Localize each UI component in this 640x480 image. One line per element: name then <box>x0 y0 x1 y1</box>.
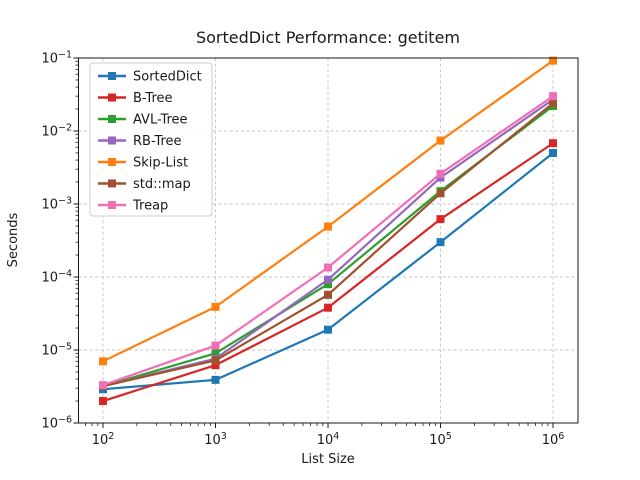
x-tick-label: 106 <box>542 431 565 448</box>
series-marker-skip-list <box>99 357 107 366</box>
series-marker-avl-tree <box>324 280 332 289</box>
legend-marker-skip-list <box>108 158 116 166</box>
series-marker-std-map <box>549 99 557 108</box>
legend-label-b-tree: B-Tree <box>133 91 173 106</box>
legend-marker-std-map <box>108 179 116 188</box>
series-marker-sorteddict <box>211 375 220 384</box>
y-axis-label: Seconds <box>6 212 21 267</box>
legend-marker-rb-tree <box>108 136 116 145</box>
series-marker-sorteddict <box>549 148 557 157</box>
series-marker-skip-list <box>211 302 220 311</box>
series-marker-skip-list <box>436 136 445 145</box>
legend-item-b-tree: B-Tree <box>98 91 173 106</box>
y-tick-label: 10−6 <box>41 415 72 432</box>
series-marker-std-map <box>436 189 445 198</box>
y-tick-label: 10−3 <box>41 196 72 213</box>
series-marker-std-map <box>211 356 220 365</box>
y-tick-label: 10−2 <box>41 123 72 140</box>
legend-label-std-map: std::map <box>133 177 191 192</box>
series-marker-avl-tree <box>211 349 220 358</box>
legend-marker-treap <box>108 201 116 209</box>
x-tick-label: 104 <box>317 431 340 448</box>
legend-marker-avl-tree <box>108 115 116 123</box>
series-marker-sorteddict <box>324 325 332 334</box>
series-marker-skip-list <box>324 222 332 231</box>
series-marker-b-tree <box>211 361 220 370</box>
series-lines <box>99 56 557 406</box>
series-marker-b-tree <box>436 215 445 224</box>
legend-item-rb-tree: RB-Tree <box>98 134 182 149</box>
legend-label-rb-tree: RB-Tree <box>133 134 182 149</box>
legend-label-skip-list: Skip-List <box>133 156 188 171</box>
chart-title: SortedDict Performance: getitem <box>196 28 460 47</box>
legend-item-skip-list: Skip-List <box>98 156 188 171</box>
series-marker-sorteddict <box>436 238 445 247</box>
series-marker-treap <box>211 341 220 350</box>
series-marker-treap <box>436 169 445 178</box>
y-tick-label: 10−5 <box>41 342 72 359</box>
tick-labels: 102 103 104 105 106 10−1 10−2 10−3 10−4 10−5 10−6 <box>41 50 564 449</box>
y-tick-label: 10−1 <box>41 50 72 67</box>
series-marker-b-tree <box>324 303 332 312</box>
series-marker-treap <box>549 92 557 101</box>
series-marker-b-tree <box>99 397 107 406</box>
series-marker-treap <box>99 381 107 390</box>
series-marker-std-map <box>324 290 332 299</box>
legend-marker-b-tree <box>108 93 116 102</box>
x-axis-label: List Size <box>301 452 355 467</box>
series-marker-treap <box>324 263 332 272</box>
series-marker-skip-list <box>549 56 557 65</box>
legend-item-avl-tree: AVL-Tree <box>98 113 188 128</box>
legend-label-treap: Treap <box>132 199 168 214</box>
axes <box>73 57 579 428</box>
legend-label-sorteddict: SortedDict <box>133 70 202 85</box>
legend-item-sorteddict: SortedDict <box>98 70 202 85</box>
series-marker-rb-tree <box>324 275 332 284</box>
series-marker-b-tree <box>549 139 557 148</box>
legend-marker-sorteddict <box>108 72 116 80</box>
legend-box <box>89 62 213 217</box>
legend-item-std-map: std::map <box>98 177 191 192</box>
x-tick-label: 105 <box>429 431 452 448</box>
y-tick-label: 10−4 <box>41 269 72 286</box>
legend: SortedDict B-Tree AVL-Tree RB-Tree Skip-List… <box>89 62 213 217</box>
x-tick-label: 102 <box>92 431 115 448</box>
x-tick-label: 103 <box>204 431 227 448</box>
legend-item-treap: Treap <box>98 199 168 214</box>
legend-label-avl-tree: AVL-Tree <box>133 113 188 128</box>
